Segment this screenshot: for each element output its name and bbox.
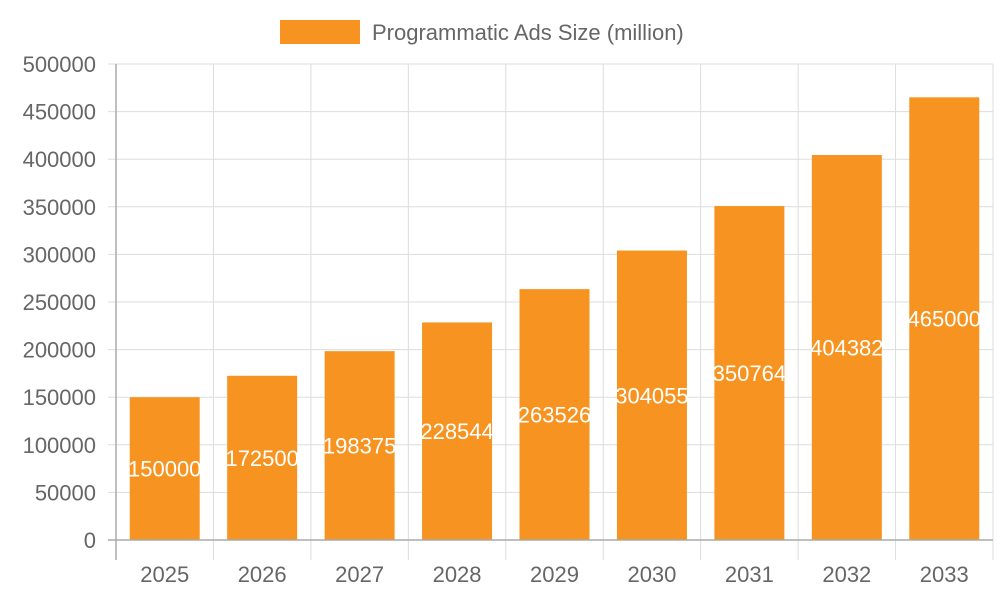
bar: [519, 289, 590, 540]
bar: [324, 351, 395, 540]
x-tick-label: 2028: [433, 562, 482, 587]
bar: [616, 250, 687, 540]
data-label: 150000: [128, 457, 201, 482]
data-label: 404382: [810, 336, 883, 361]
y-tick-label: 300000: [23, 242, 96, 267]
data-labels: 150000 172500 198375 228544 263526 304055 3507…: [128, 307, 981, 482]
y-tick-label: 50000: [35, 480, 96, 505]
data-label: 263526: [518, 403, 591, 428]
y-tick-label: 350000: [23, 195, 96, 220]
data-label: 198375: [323, 434, 396, 459]
bar: [811, 155, 882, 541]
data-label: 465000: [908, 307, 981, 332]
y-tick-label: 200000: [23, 338, 96, 363]
bar: [714, 206, 785, 540]
y-tick-label: 0: [84, 528, 96, 553]
x-tick-label: 2031: [725, 562, 774, 587]
legend-swatch: [280, 20, 360, 44]
x-tick-label: 2026: [238, 562, 287, 587]
bars: [129, 97, 980, 541]
x-tick-label: 2033: [920, 562, 969, 587]
y-tick-label: 100000: [23, 433, 96, 458]
legend[interactable]: Programmatic Ads Size (million): [280, 20, 684, 45]
bar: [909, 97, 980, 540]
legend-label: Programmatic Ads Size (million): [372, 20, 684, 45]
data-label: 228544: [420, 419, 493, 444]
x-tick-label: 2030: [627, 562, 676, 587]
x-tick-label: 2025: [140, 562, 189, 587]
x-tick-label: 2029: [530, 562, 579, 587]
y-tick-label: 150000: [23, 385, 96, 410]
bar: [129, 397, 200, 540]
data-label: 350764: [713, 361, 786, 386]
bar: [227, 375, 298, 540]
y-tick-label: 450000: [23, 100, 96, 125]
x-tick-label: 2027: [335, 562, 384, 587]
data-label: 172500: [225, 446, 298, 471]
bar: [422, 322, 493, 540]
axes: 0 50000 100000 150000 200000 250000 300000 3500…: [23, 52, 993, 587]
y-tick-label: 400000: [23, 147, 96, 172]
data-label: 304055: [615, 383, 688, 408]
y-tick-label: 250000: [23, 290, 96, 315]
x-tick-label: 2032: [822, 562, 871, 587]
y-tick-label: 500000: [23, 52, 96, 77]
